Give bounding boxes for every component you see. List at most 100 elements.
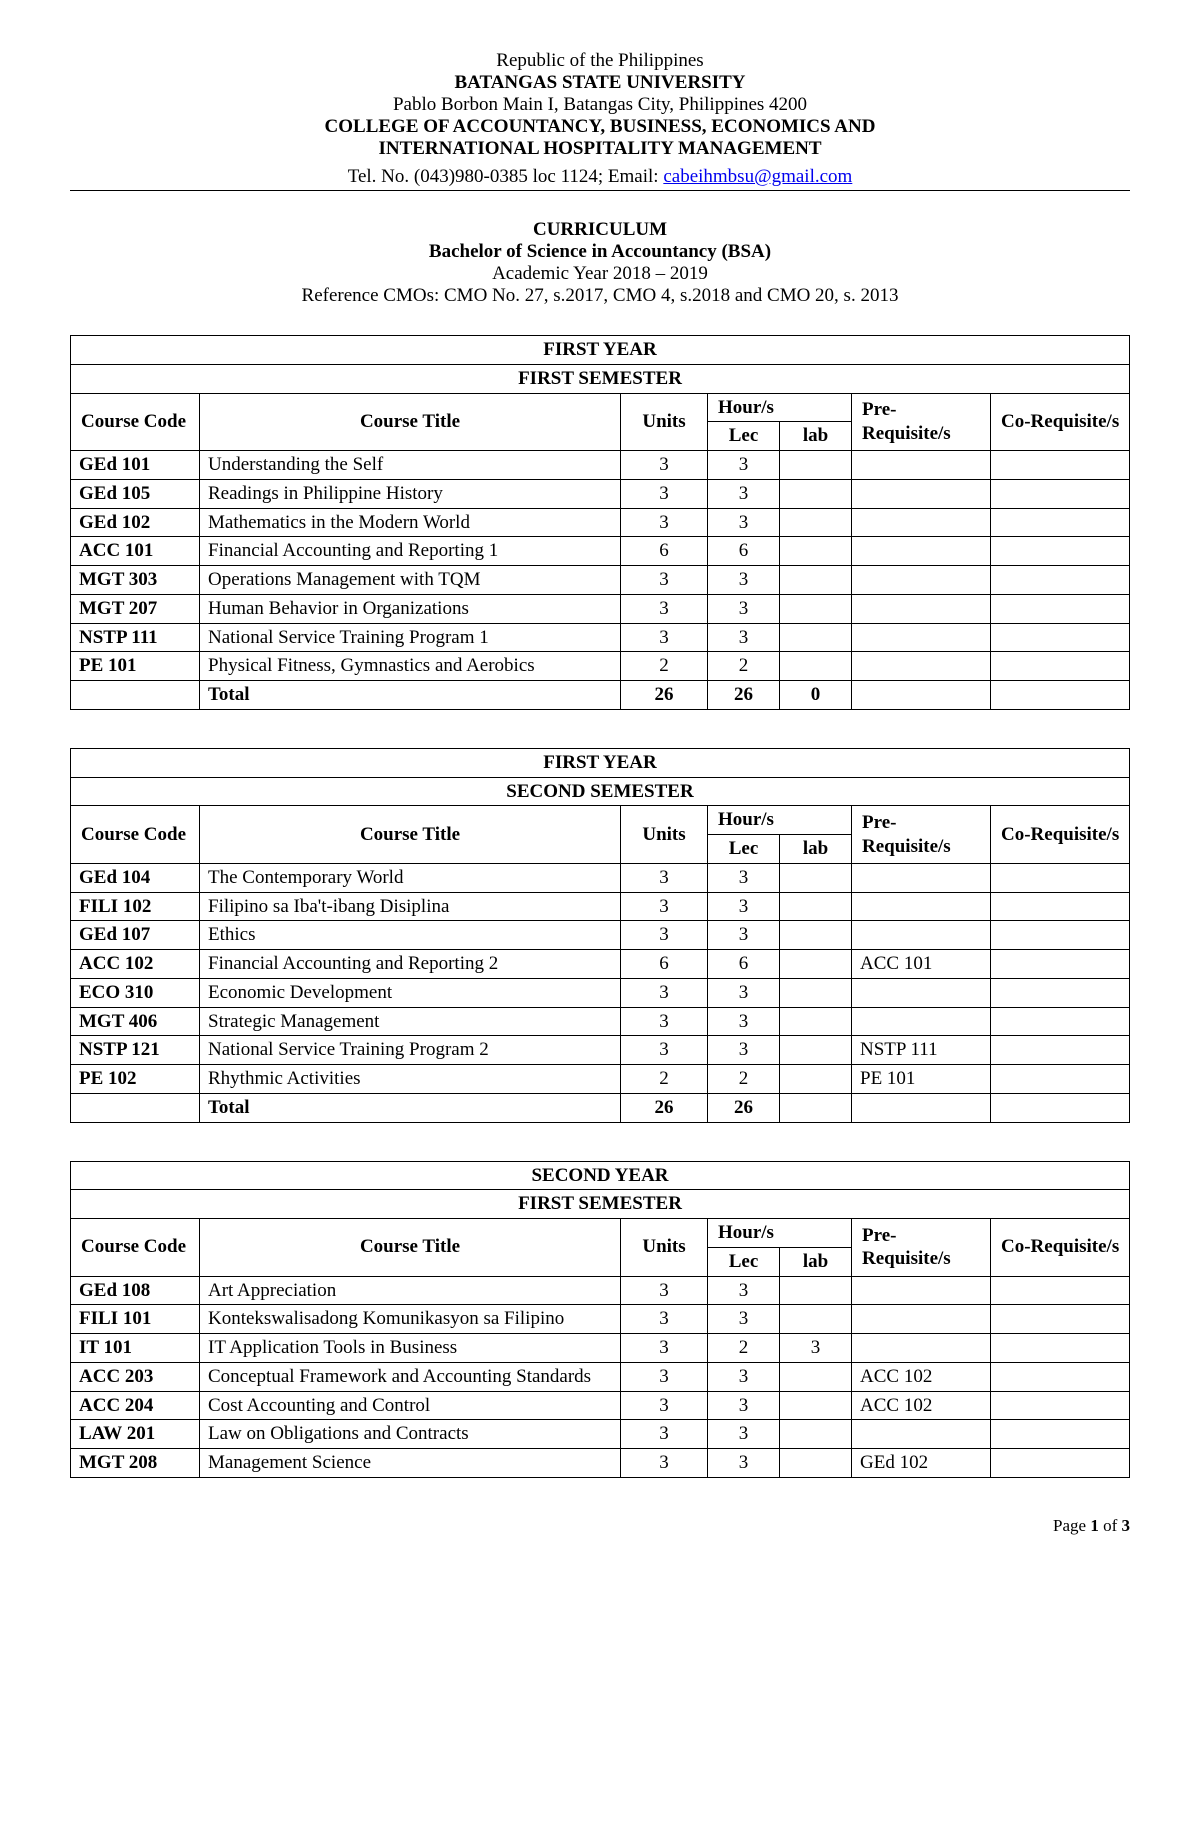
cell-pre xyxy=(852,566,991,595)
cell-lab xyxy=(780,1065,852,1094)
cell-title: Financial Accounting and Reporting 2 xyxy=(200,950,621,979)
table-row: GEd 105Readings in Philippine History33 xyxy=(71,479,1130,508)
semester-row: SECOND SEMESTER xyxy=(71,777,1130,806)
cell-lec: 3 xyxy=(708,1449,780,1478)
cell-lab xyxy=(780,623,852,652)
cell-title: Filipino sa Iba't-ibang Disiplina xyxy=(200,892,621,921)
cell-lab xyxy=(780,1420,852,1449)
cell-code: NSTP 111 xyxy=(71,623,200,652)
table-row: NSTP 111National Service Training Progra… xyxy=(71,623,1130,652)
col-pre: Pre-Requisite/s xyxy=(852,393,991,451)
cell-units: 3 xyxy=(621,1449,708,1478)
year-row: FIRST YEAR xyxy=(71,748,1130,777)
col-co: Co-Requisite/s xyxy=(991,393,1130,451)
cell-co xyxy=(991,1065,1130,1094)
col-units: Units xyxy=(621,1219,708,1277)
cell-title: Human Behavior in Organizations xyxy=(200,594,621,623)
doc-header: Republic of the Philippines BATANGAS STA… xyxy=(70,50,1130,160)
cell-total-units: 26 xyxy=(621,1093,708,1122)
cell-title: Art Appreciation xyxy=(200,1276,621,1305)
cell-code: ECO 310 xyxy=(71,978,200,1007)
contact-email-link[interactable]: cabeihmbsu@gmail.com xyxy=(663,166,852,187)
tables-container: FIRST YEARFIRST SEMESTERCourse CodeCours… xyxy=(70,335,1130,1478)
cell-code: FILI 101 xyxy=(71,1305,200,1334)
col-lec: Lec xyxy=(708,835,780,864)
table-row: FILI 101Kontekswalisadong Komunikasyon s… xyxy=(71,1305,1130,1334)
cell-co xyxy=(991,1305,1130,1334)
cell-co xyxy=(991,1007,1130,1036)
cell-title: Operations Management with TQM xyxy=(200,566,621,595)
cell-lab xyxy=(780,950,852,979)
cell-pre xyxy=(852,921,991,950)
table-row: GEd 104The Contemporary World33 xyxy=(71,863,1130,892)
cell-co xyxy=(991,537,1130,566)
cell-total-blank xyxy=(71,681,200,710)
table-row: ACC 101Financial Accounting and Reportin… xyxy=(71,537,1130,566)
cell-units: 3 xyxy=(621,508,708,537)
cell-lec: 3 xyxy=(708,479,780,508)
page-footer: Page 1 of 3 xyxy=(70,1516,1130,1536)
cell-code: PE 102 xyxy=(71,1065,200,1094)
cell-lec: 3 xyxy=(708,566,780,595)
header-line1: Republic of the Philippines xyxy=(70,50,1130,72)
cell-lab xyxy=(780,1391,852,1420)
col-hours: Hour/s xyxy=(708,1219,852,1248)
cell-lec: 3 xyxy=(708,1420,780,1449)
cell-units: 3 xyxy=(621,623,708,652)
col-units: Units xyxy=(621,393,708,451)
col-co: Co-Requisite/s xyxy=(991,1219,1130,1277)
cell-lec: 3 xyxy=(708,1391,780,1420)
curriculum-header: CURRICULUM Bachelor of Science in Accoun… xyxy=(70,219,1130,307)
footer-current: 1 xyxy=(1090,1516,1099,1535)
cell-units: 2 xyxy=(621,652,708,681)
cell-lab xyxy=(780,566,852,595)
cell-pre xyxy=(852,451,991,480)
cell-title: Kontekswalisadong Komunikasyon sa Filipi… xyxy=(200,1305,621,1334)
contact-prefix: Tel. No. (043)980-0385 loc 1124; Email: xyxy=(348,166,664,187)
cell-title: Strategic Management xyxy=(200,1007,621,1036)
cell-units: 3 xyxy=(621,1276,708,1305)
cell-pre xyxy=(852,1276,991,1305)
cell-lab xyxy=(780,921,852,950)
cell-title: National Service Training Program 1 xyxy=(200,623,621,652)
cell-co xyxy=(991,479,1130,508)
table-row: MGT 406Strategic Management33 xyxy=(71,1007,1130,1036)
cell-total-units: 26 xyxy=(621,681,708,710)
cell-lec: 3 xyxy=(708,892,780,921)
cell-total-lec: 26 xyxy=(708,1093,780,1122)
col-title: Course Title xyxy=(200,806,621,864)
col-co: Co-Requisite/s xyxy=(991,806,1130,864)
cell-units: 2 xyxy=(621,1065,708,1094)
cell-co xyxy=(991,508,1130,537)
cell-lec: 2 xyxy=(708,1065,780,1094)
cell-pre: GEd 102 xyxy=(852,1449,991,1478)
cell-co xyxy=(991,921,1130,950)
cell-title: Law on Obligations and Contracts xyxy=(200,1420,621,1449)
cell-pre xyxy=(852,863,991,892)
table-row: MGT 303Operations Management with TQM33 xyxy=(71,566,1130,595)
cell-title: Economic Development xyxy=(200,978,621,1007)
cell-lec: 3 xyxy=(708,1305,780,1334)
cell-title: Understanding the Self xyxy=(200,451,621,480)
header-row-1: Course CodeCourse TitleUnitsHour/sPre-Re… xyxy=(71,1219,1130,1248)
cell-lec: 3 xyxy=(708,978,780,1007)
footer-prefix: Page xyxy=(1053,1516,1090,1535)
cell-co xyxy=(991,1036,1130,1065)
cell-total-lec: 26 xyxy=(708,681,780,710)
header-address: Pablo Borbon Main I, Batangas City, Phil… xyxy=(70,94,1130,116)
col-title: Course Title xyxy=(200,1219,621,1277)
cell-units: 6 xyxy=(621,537,708,566)
table-row: ACC 102Financial Accounting and Reportin… xyxy=(71,950,1130,979)
cell-pre xyxy=(852,479,991,508)
cell-code: NSTP 121 xyxy=(71,1036,200,1065)
cell-title: Cost Accounting and Control xyxy=(200,1391,621,1420)
col-pre: Pre-Requisite/s xyxy=(852,806,991,864)
cell-units: 3 xyxy=(621,892,708,921)
col-title: Course Title xyxy=(200,393,621,451)
cell-title: IT Application Tools in Business xyxy=(200,1334,621,1363)
cell-units: 3 xyxy=(621,566,708,595)
cell-pre xyxy=(852,1305,991,1334)
cell-units: 3 xyxy=(621,1391,708,1420)
cell-pre xyxy=(852,652,991,681)
cell-pre xyxy=(852,508,991,537)
